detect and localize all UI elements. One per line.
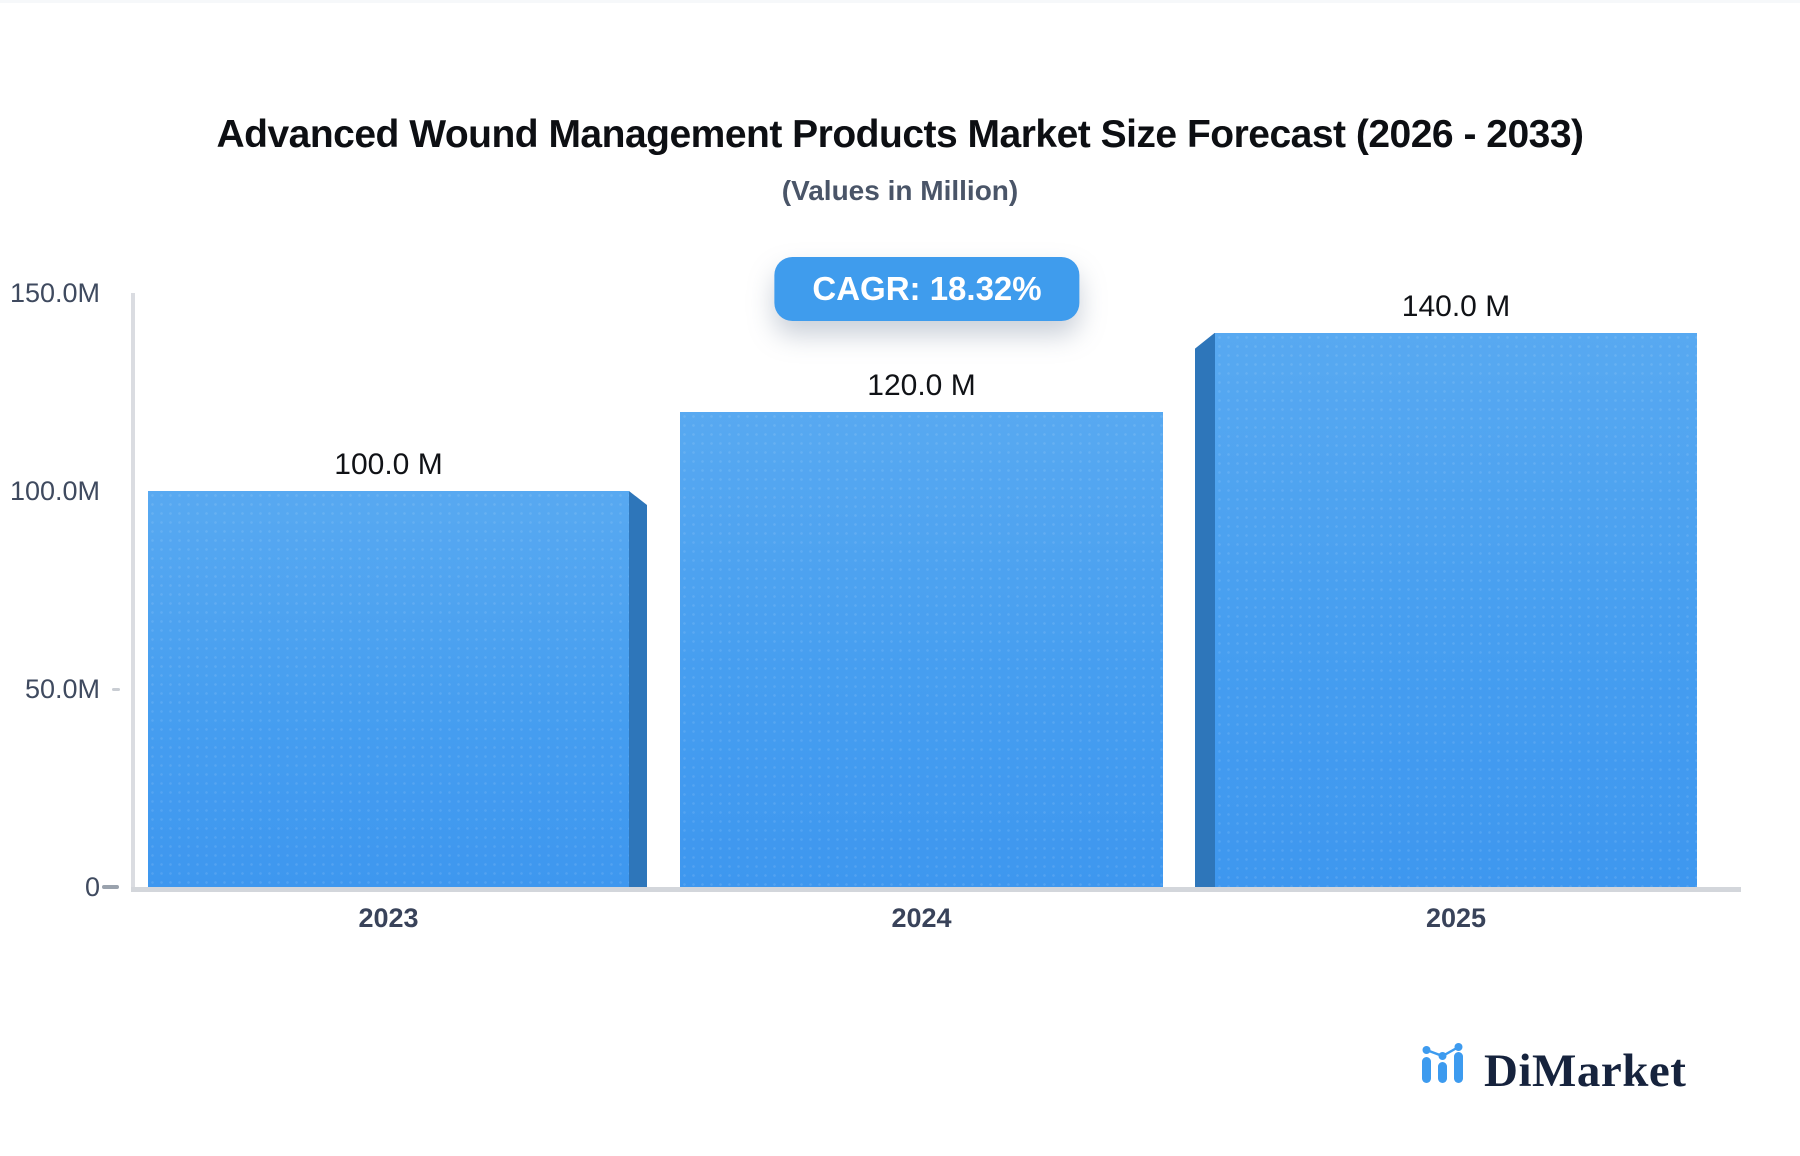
cagr-badge: CAGR: 18.32% bbox=[774, 257, 1080, 321]
bar-value-label: 140.0 M bbox=[1401, 289, 1511, 323]
y-axis-tick-label: 0 bbox=[84, 872, 100, 902]
y-axis-tick-label: 150.0M bbox=[9, 278, 100, 308]
bar-value-label: 120.0 M bbox=[867, 368, 976, 402]
bar-2025[interactable] bbox=[1215, 332, 1697, 887]
x-axis-label: 2025 bbox=[1425, 903, 1487, 933]
bar-2025-3d-side bbox=[1195, 332, 1215, 887]
plot-area: 100.0 M 2023 120.0 M 2024 140.0 M 2025 bbox=[131, 289, 1741, 933]
bar-2023-3d-side bbox=[629, 491, 647, 887]
bar-value-label: 100.0 M bbox=[334, 448, 443, 481]
bar-2024[interactable] bbox=[680, 411, 1163, 887]
y-axis-tick-label: 50.0M bbox=[24, 674, 100, 704]
y-axis-tick-mark bbox=[112, 687, 120, 691]
dimarket-logo: DiMarket bbox=[1420, 1043, 1687, 1097]
chart-subtitle: (Values in Million) bbox=[781, 175, 1019, 206]
y-axis-tick-mark bbox=[102, 885, 119, 889]
bar-2023[interactable] bbox=[148, 491, 629, 887]
y-axis-tick-label: 100.0M bbox=[9, 476, 100, 506]
y-axis-line bbox=[131, 293, 135, 889]
x-axis-label: 2024 bbox=[891, 903, 952, 933]
x-axis-label: 2023 bbox=[358, 903, 419, 933]
chart-title: Advanced Wound Management Products Marke… bbox=[216, 113, 1584, 156]
x-axis-line bbox=[131, 887, 1741, 892]
bar-line-chart-icon bbox=[1420, 1043, 1468, 1094]
logo-text: DiMarket bbox=[1484, 1045, 1687, 1097]
